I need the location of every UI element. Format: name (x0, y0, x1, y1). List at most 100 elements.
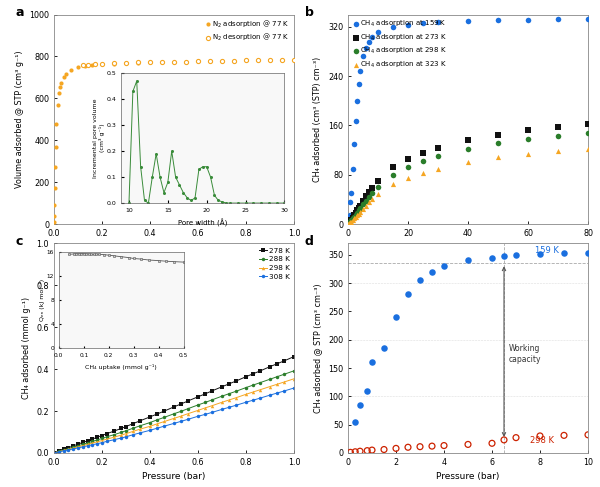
278 K (103, 431, 110, 436)
N$_2$ adsorption @ 77 K (50, 219, 58, 225)
Legend: CH$_4$ adsorption at 159 K, CH$_4$ adsorption at 273 K, CH$_4$ adsorption at 298: CH$_4$ adsorption at 159 K, CH$_4$ adsor… (352, 18, 448, 71)
298 K (202, 405, 209, 411)
298 K (55, 449, 62, 454)
Point (511, 251, 521, 259)
308 K (79, 444, 86, 450)
Text: Working
capacity: Working capacity (509, 344, 541, 364)
N$_2$ desorption @ 77 K (170, 59, 178, 65)
N$_2$ adsorption @ 77 K (206, 58, 214, 64)
Y-axis label: CH₄ adsorbed (mmol g⁻¹): CH₄ adsorbed (mmol g⁻¹) (22, 297, 31, 399)
CH$_4$ adsorption at 273 K (361, 192, 371, 200)
Line: N$_2$ desorption @ 77 K: N$_2$ desorption @ 77 K (81, 57, 296, 68)
CH$_4$ adsorption at 273 K (388, 164, 398, 171)
278 K (146, 414, 154, 420)
298 K (170, 415, 178, 421)
N$_2$ desorption @ 77 K (194, 58, 202, 64)
Y-axis label: Volume adsorbed @ STP (cm³ g⁻¹): Volume adsorbed @ STP (cm³ g⁻¹) (14, 51, 23, 188)
CH$_4$ adsorption at 159 K (583, 15, 593, 23)
288 K (89, 438, 96, 444)
Point (583, 431, 593, 439)
298 K (94, 439, 101, 445)
N$_2$ desorption @ 77 K (158, 59, 166, 65)
CH$_4$ adsorption at 159 K (367, 34, 377, 41)
CH$_4$ adsorption at 273 K (355, 202, 365, 209)
N$_2$ desorption @ 77 K (91, 61, 98, 67)
CH$_4$ adsorption at 298 K (583, 129, 593, 137)
N$_2$ desorption @ 77 K (110, 60, 118, 66)
N$_2$ adsorption @ 77 K (122, 60, 130, 66)
288 K (178, 408, 185, 414)
CH$_4$ adsorption at 159 K (523, 16, 533, 23)
278 K (50, 450, 58, 456)
288 K (218, 393, 226, 399)
288 K (281, 371, 288, 377)
308 K (194, 413, 202, 419)
CH$_4$ adsorption at 323 K (583, 145, 593, 153)
298 K (103, 436, 110, 442)
CH$_4$ adsorption at 323 K (358, 205, 368, 212)
Point (583, 249, 593, 257)
CH$_4$ adsorption at 273 K (463, 136, 473, 144)
N$_2$ adsorption @ 77 K (146, 59, 154, 65)
CH$_4$ adsorption at 323 K (355, 208, 365, 216)
CH$_4$ adsorption at 159 K (364, 38, 374, 46)
288 K (242, 385, 250, 391)
Point (499, 252, 509, 260)
CH$_4$ adsorption at 273 K (348, 214, 358, 222)
308 K (209, 410, 216, 415)
CH$_4$ adsorption at 298 K (355, 204, 365, 212)
308 K (70, 446, 77, 452)
298 K (137, 426, 144, 432)
298 K (242, 392, 250, 397)
278 K (60, 446, 67, 451)
288 K (209, 397, 216, 403)
CH$_4$ adsorption at 159 K (361, 45, 371, 53)
298 K (257, 387, 264, 393)
298 K (146, 423, 154, 429)
CH$_4$ adsorption at 323 K (523, 150, 533, 158)
CH$_4$ adsorption at 298 K (364, 193, 374, 201)
288 K (55, 449, 62, 454)
288 K (118, 430, 125, 435)
298 K (178, 413, 185, 419)
CH$_4$ adsorption at 273 K (493, 131, 503, 139)
288 K (274, 374, 281, 379)
278 K (202, 391, 209, 397)
298 K (194, 408, 202, 413)
288 K (226, 391, 233, 396)
CH$_4$ adsorption at 273 K (418, 150, 428, 157)
Text: c: c (16, 235, 23, 248)
CH$_4$ adsorption at 159 K (343, 218, 353, 226)
CH$_4$ adsorption at 323 K (433, 165, 443, 172)
288 K (170, 411, 178, 417)
308 K (146, 428, 154, 433)
308 K (154, 425, 161, 431)
N$_2$ adsorption @ 77 K (51, 202, 58, 208)
N$_2$ adsorption @ 77 K (89, 62, 96, 68)
CH$_4$ adsorption at 273 K (352, 206, 362, 214)
CH$_4$ adsorption at 159 K (418, 19, 428, 27)
288 K (103, 434, 110, 440)
N$_2$ desorption @ 77 K (290, 56, 298, 62)
N$_2$ desorption @ 77 K (84, 62, 91, 68)
CH$_4$ adsorption at 273 K (523, 127, 533, 134)
N$_2$ desorption @ 77 K (278, 57, 286, 63)
N$_2$ adsorption @ 77 K (194, 58, 202, 64)
N$_2$ desorption @ 77 K (218, 58, 226, 64)
308 K (281, 388, 288, 394)
CH$_4$ adsorption at 323 K (343, 220, 353, 228)
288 K (94, 437, 101, 443)
278 K (185, 398, 192, 404)
278 K (94, 434, 101, 440)
CH$_4$ adsorption at 323 K (403, 174, 413, 182)
308 K (170, 420, 178, 426)
CH$_4$ adsorption at 298 K (348, 215, 358, 223)
CH$_4$ adsorption at 273 K (358, 197, 368, 205)
278 K (74, 441, 82, 447)
N$_2$ desorption @ 77 K (242, 57, 250, 63)
CH$_4$ adsorption at 159 K (348, 165, 358, 172)
Legend: 278 K, 288 K, 298 K, 308 K: 278 K, 288 K, 298 K, 308 K (258, 247, 290, 281)
CH$_4$ adsorption at 298 K (367, 189, 377, 197)
CH$_4$ adsorption at 298 K (358, 201, 368, 208)
288 K (84, 440, 91, 446)
